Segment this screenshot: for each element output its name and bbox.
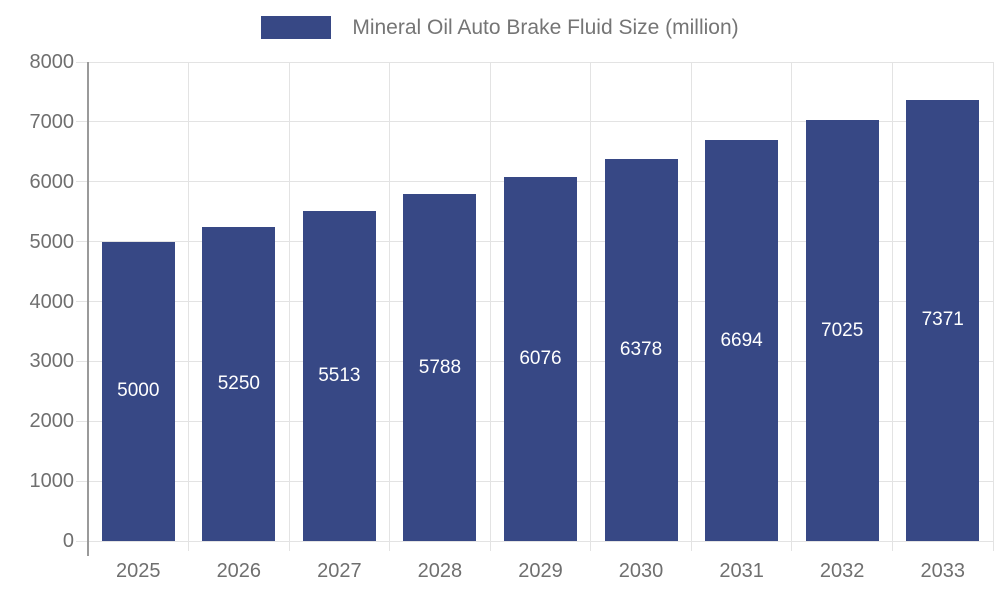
y-tick-label: 4000 (29, 290, 75, 313)
x-tick-label: 2027 (317, 560, 362, 582)
x-tick-label: 2025 (116, 560, 161, 582)
x-gridline (891, 62, 893, 551)
bar-value-label: 6378 (619, 339, 663, 361)
bar[interactable] (202, 226, 276, 541)
x-tick-label: 2028 (417, 560, 463, 582)
bar-value-label: 5513 (318, 364, 361, 386)
y-gridline (76, 121, 993, 123)
bar[interactable] (504, 177, 577, 541)
x-tick-label: 2032 (819, 560, 865, 582)
x-tick-label: 2030 (618, 560, 664, 582)
bar[interactable] (906, 99, 980, 541)
x-gridline (489, 62, 491, 551)
x-gridline (690, 62, 692, 551)
bar-value-label: 7025 (821, 319, 864, 341)
x-tick-label: 2031 (719, 560, 764, 582)
legend-label: Mineral Oil Auto Brake Fluid Size (milli… (352, 16, 739, 39)
x-gridline (389, 62, 391, 551)
bar[interactable] (805, 120, 879, 541)
bar[interactable] (403, 194, 477, 541)
y-tick-label: 3000 (29, 350, 75, 373)
x-tick-label: 2026 (216, 560, 262, 582)
y-gridline (76, 61, 993, 63)
x-tick-label: 2029 (518, 560, 563, 582)
y-axis-line (87, 62, 89, 556)
y-gridline (76, 540, 993, 542)
bar-value-label: 5788 (418, 356, 462, 378)
bar-value-label: 5000 (117, 380, 160, 402)
chart-legend[interactable]: Mineral Oil Auto Brake Fluid Size (milli… (0, 16, 1000, 39)
x-gridline (188, 62, 190, 551)
x-gridline (791, 62, 793, 551)
bar[interactable] (302, 210, 376, 541)
y-tick-label: 8000 (29, 51, 75, 73)
x-gridline (288, 62, 290, 551)
x-gridline (992, 62, 994, 551)
y-tick-label: 0 (62, 530, 74, 552)
bar-value-label: 6694 (720, 329, 763, 351)
bar[interactable] (705, 140, 779, 541)
y-tick-label: 2000 (29, 410, 75, 433)
bar[interactable] (604, 159, 678, 541)
bar[interactable] (101, 241, 175, 541)
bar-value-label: 5250 (217, 372, 260, 394)
y-tick-label: 6000 (29, 170, 75, 193)
bar-value-label: 6076 (519, 348, 562, 370)
x-gridline (590, 62, 592, 551)
y-tick-label: 5000 (29, 230, 75, 253)
bar-value-label: 7371 (921, 309, 964, 331)
y-tick-label: 1000 (29, 470, 75, 493)
legend-swatch (261, 16, 332, 39)
y-tick-label: 7000 (29, 110, 75, 133)
x-tick-label: 2033 (920, 560, 965, 582)
